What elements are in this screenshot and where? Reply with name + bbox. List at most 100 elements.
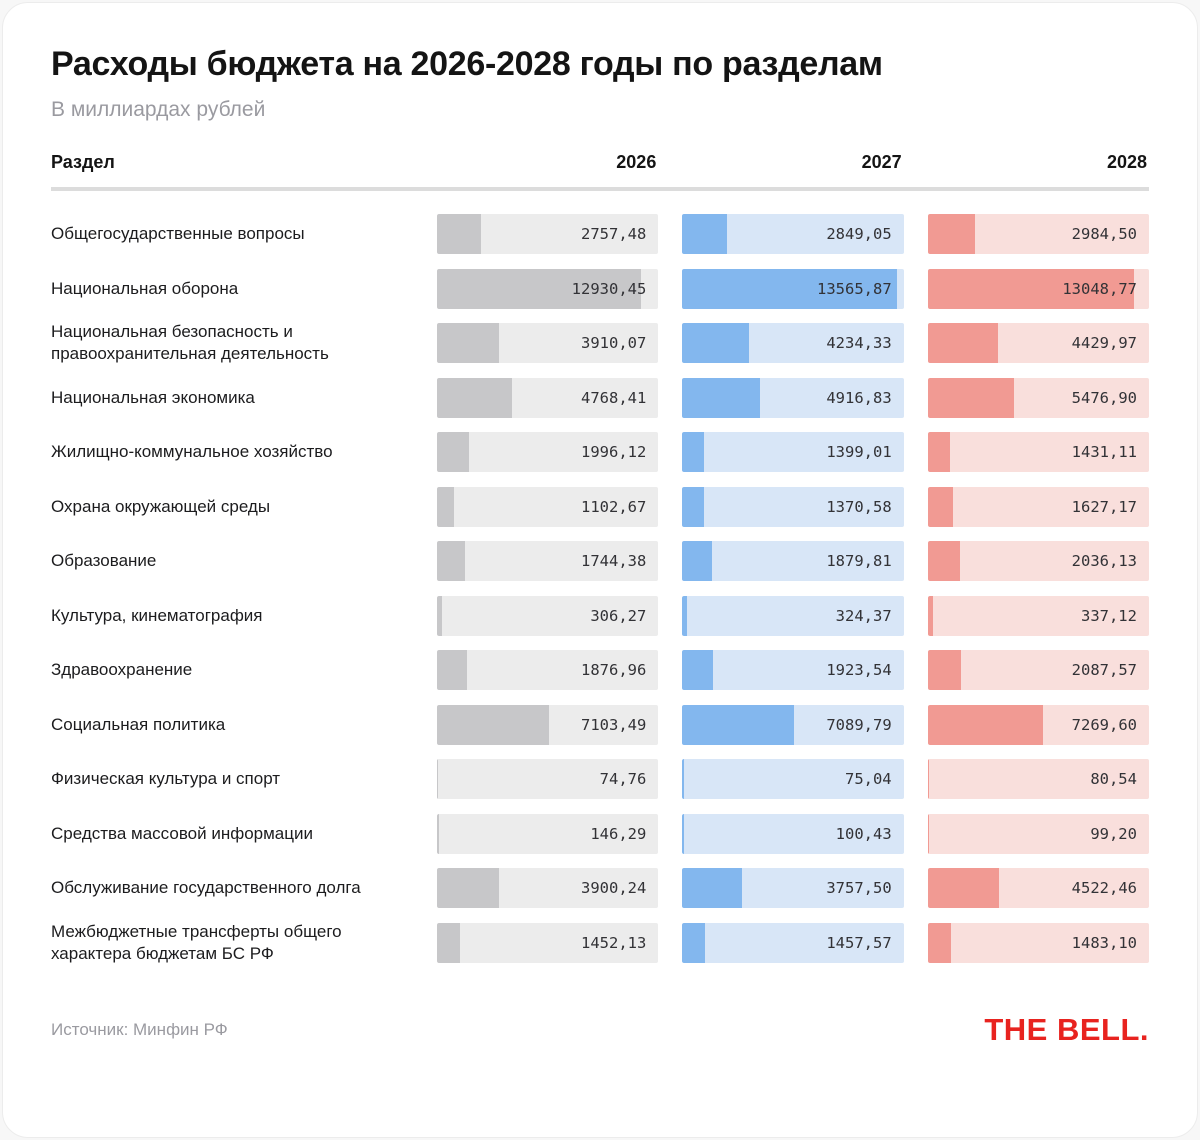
bar-fill-2028 — [927, 323, 998, 364]
table-row: Образование 1744,38 1879,81 2036,13 — [51, 534, 1149, 589]
bar-2028: 2036,13 — [927, 541, 1149, 582]
bar-fill-2026 — [437, 759, 439, 800]
column-header-2026: 2026 — [616, 152, 657, 172]
source-credit: Источник: Минфин РФ — [51, 1020, 228, 1039]
bar-fill-2028 — [927, 868, 1000, 909]
value-2027: 1457,57 — [826, 933, 892, 952]
bar-2028: 337,12 — [927, 595, 1149, 636]
page-title: Расходы бюджета на 2026-2028 годы по раз… — [51, 45, 883, 83]
value-2028: 1627,17 — [1071, 497, 1137, 516]
bar-2026: 4768,41 — [437, 377, 659, 418]
section-label: Образование — [51, 551, 157, 571]
bar-fill-2027 — [682, 650, 713, 691]
value-2027: 13565,87 — [817, 279, 892, 298]
bar-fill-2026 — [437, 541, 465, 582]
bar-2027: 1457,57 — [682, 922, 904, 963]
value-2028: 1483,10 — [1071, 933, 1137, 952]
bar-fill-2027 — [682, 922, 706, 963]
bar-2026: 1996,12 — [437, 432, 659, 473]
value-2027: 1923,54 — [826, 661, 892, 680]
value-2028: 4522,46 — [1071, 879, 1137, 898]
bar-fill-2028 — [927, 377, 1015, 418]
value-2026: 1876,96 — [581, 661, 647, 680]
value-2028: 2087,57 — [1071, 661, 1137, 680]
value-2026: 1452,13 — [581, 933, 647, 952]
bar-2026: 3910,07 — [437, 323, 659, 364]
table-row: Культура, кинематография 306,27 324,37 3… — [51, 589, 1149, 644]
bar-fill-2028 — [927, 650, 961, 691]
table-row: Физическая культура и спорт 74,76 75,04 … — [51, 752, 1149, 807]
bar-2027: 75,04 — [682, 759, 904, 800]
bar-2027: 1399,01 — [682, 432, 904, 473]
table-row: Обслуживание государственного долга 3900… — [51, 861, 1149, 916]
bar-fill-2026 — [437, 595, 442, 636]
value-2027: 1370,58 — [826, 497, 892, 516]
bar-2028: 2087,57 — [927, 650, 1149, 691]
bar-2027: 1923,54 — [682, 650, 904, 691]
value-2028: 99,20 — [1090, 824, 1137, 843]
value-2026: 4768,41 — [581, 388, 647, 407]
column-header-2027: 2027 — [861, 152, 902, 172]
bar-fill-2026 — [437, 432, 469, 473]
footer: Источник: Минфин РФ THE BELL. — [51, 1012, 1149, 1048]
table-row: Жилищно-коммунальное хозяйство 1996,12 1… — [51, 425, 1149, 480]
bar-fill-2028 — [927, 813, 930, 854]
bar-fill-2028 — [927, 486, 954, 527]
value-2026: 3900,24 — [581, 879, 647, 898]
value-2028: 337,12 — [1080, 606, 1137, 625]
value-2026: 12930,45 — [571, 279, 647, 298]
value-2027: 100,43 — [835, 824, 892, 843]
bar-2028: 13048,77 — [927, 268, 1149, 309]
bar-2028: 1483,10 — [927, 922, 1149, 963]
value-2026: 3910,07 — [581, 334, 647, 353]
value-2028: 13048,77 — [1062, 279, 1137, 298]
section-label: Средства массовой информации — [51, 823, 313, 843]
bar-2027: 324,37 — [682, 595, 904, 636]
value-2027: 7089,79 — [826, 715, 892, 734]
bar-fill-2026 — [437, 650, 467, 691]
bar-fill-2026 — [437, 323, 499, 364]
bar-fill-2027 — [682, 432, 705, 473]
table-row: Охрана окружающей среды 1102,67 1370,58 … — [51, 480, 1149, 535]
table-row: Национальная безопасность и правоохранит… — [51, 316, 1149, 371]
bar-2026: 2757,48 — [437, 214, 659, 255]
table-row: Социальная политика 7103,49 7089,79 7269… — [51, 698, 1149, 753]
section-label: Национальная экономика — [51, 387, 255, 407]
bar-fill-2026 — [437, 704, 550, 745]
bar-2027: 4234,33 — [682, 323, 904, 364]
section-label: Охрана окружающей среды — [51, 496, 271, 516]
bar-fill-2026 — [437, 922, 460, 963]
bar-fill-2028 — [927, 595, 933, 636]
bar-2026: 1876,96 — [437, 650, 659, 691]
section-label: Здравоохранение — [51, 660, 193, 680]
bar-2028: 5476,90 — [927, 377, 1149, 418]
bar-fill-2027 — [682, 541, 713, 582]
bar-2026: 146,29 — [437, 813, 659, 854]
table-row: Национальная экономика 4768,41 4916,83 5… — [51, 371, 1149, 426]
bar-fill-2026 — [437, 813, 440, 854]
bar-2026: 7103,49 — [437, 704, 659, 745]
bar-2028: 4429,97 — [927, 323, 1149, 364]
bar-2026: 1744,38 — [437, 541, 659, 582]
bar-2028: 1627,17 — [927, 486, 1149, 527]
value-2027: 4234,33 — [826, 334, 892, 353]
value-2026: 74,76 — [599, 770, 647, 789]
bar-fill-2028 — [927, 541, 960, 582]
bar-2028: 1431,11 — [927, 432, 1149, 473]
bar-fill-2026 — [437, 268, 642, 309]
value-2028: 7269,60 — [1071, 715, 1137, 734]
bar-fill-2027 — [682, 704, 795, 745]
value-2028: 2984,50 — [1071, 225, 1137, 244]
value-2027: 2849,05 — [826, 225, 892, 244]
bar-2028: 7269,60 — [927, 704, 1149, 745]
value-2026: 7103,49 — [581, 715, 647, 734]
section-label: Обслуживание государственного долга — [51, 878, 361, 898]
bar-fill-2026 — [437, 868, 499, 909]
bar-2027: 1879,81 — [682, 541, 904, 582]
value-2028: 2036,13 — [1071, 552, 1137, 571]
bar-fill-2027 — [682, 868, 742, 909]
table-row: Средства массовой информации 146,29 100,… — [51, 807, 1149, 862]
section-label: Физическая культура и спорт — [51, 769, 281, 789]
value-2026: 1744,38 — [581, 552, 647, 571]
bar-2027: 1370,58 — [682, 486, 904, 527]
